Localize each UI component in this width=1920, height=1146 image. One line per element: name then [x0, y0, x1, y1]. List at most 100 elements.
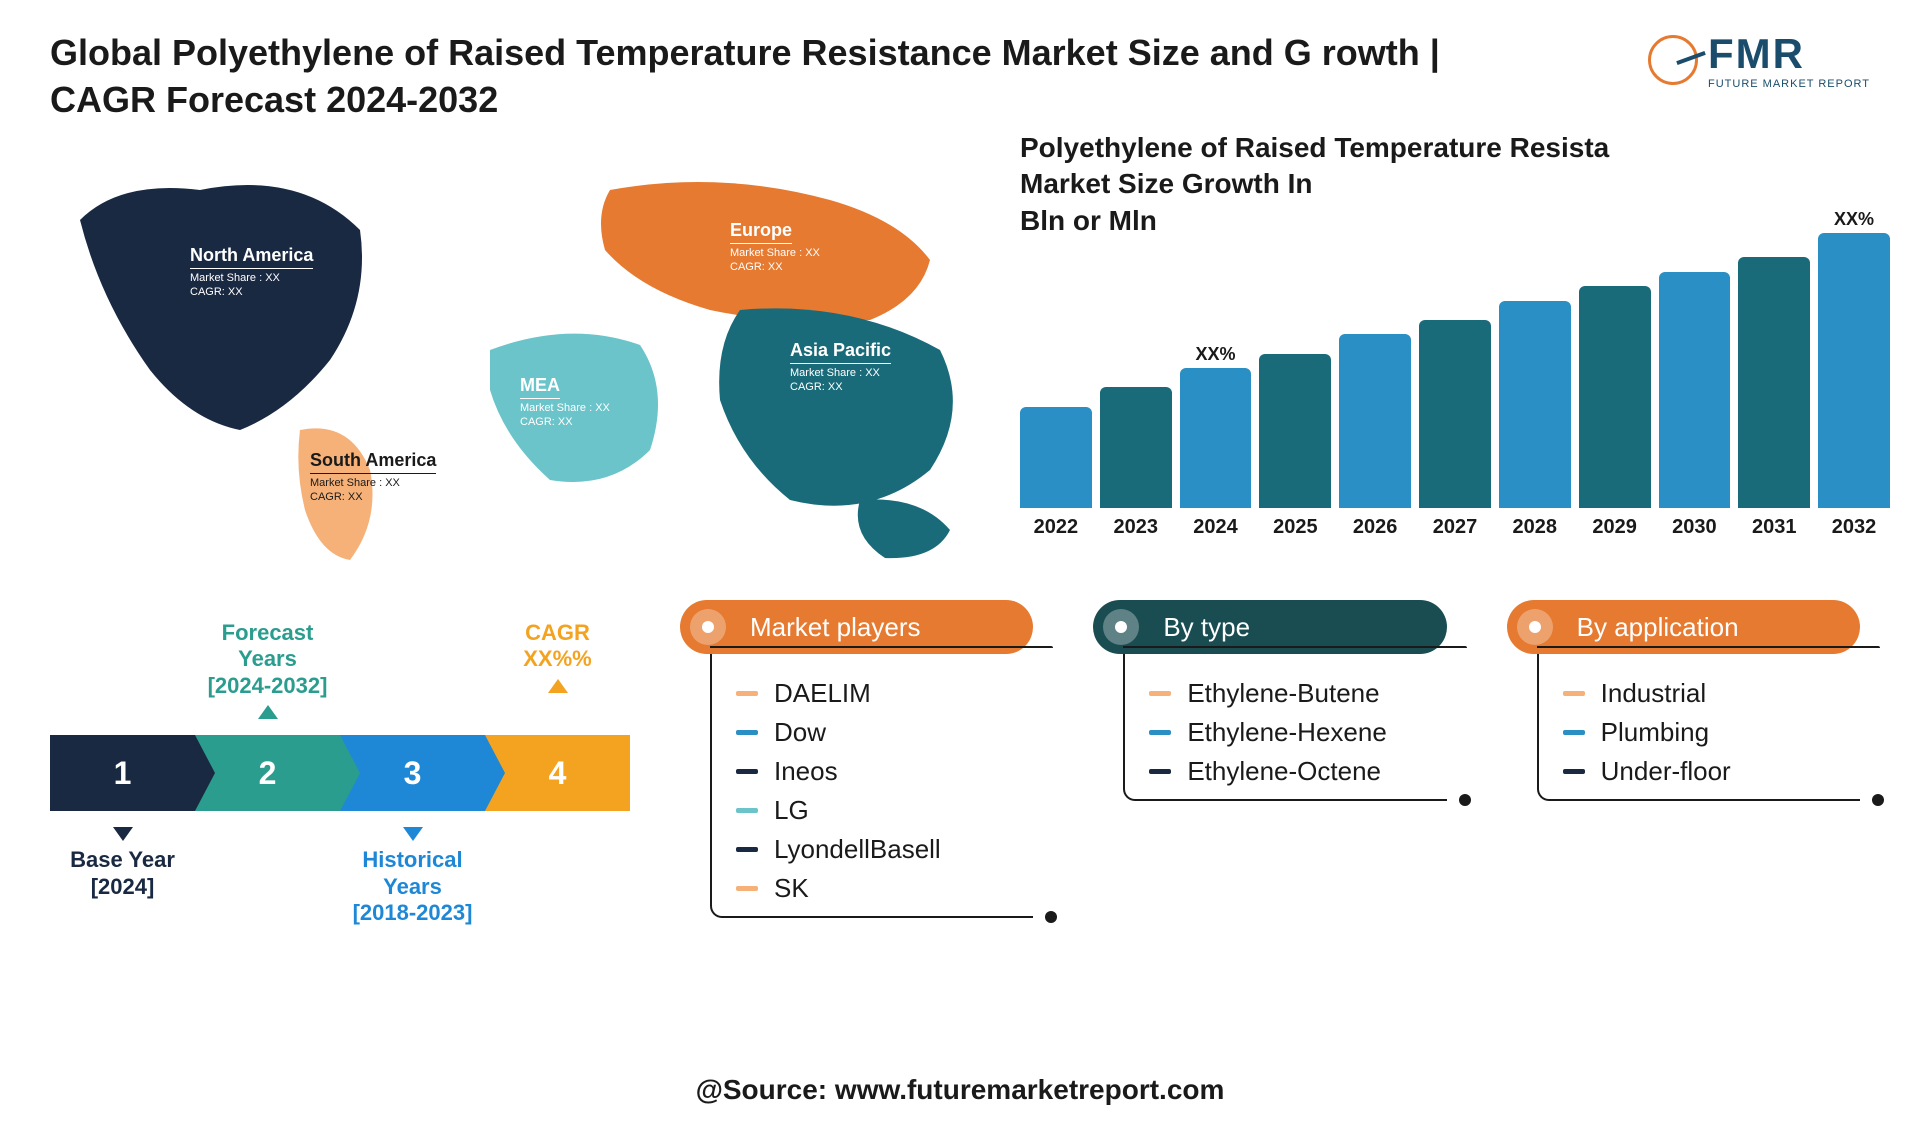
arrow-up-icon: [258, 705, 278, 719]
bar-wrap: 2025: [1259, 354, 1331, 539]
label-range: [2024-2032]: [208, 673, 328, 698]
list-item-label: SK: [774, 873, 809, 904]
region-cagr: CAGR: XX: [190, 285, 313, 299]
bar-wrap: 2026: [1339, 334, 1411, 539]
region-share: Market Share : XX: [730, 246, 820, 260]
logo-sub: FUTURE MARKET REPORT: [1708, 78, 1870, 90]
bar-year-label: 2022: [1034, 516, 1079, 539]
logo-main: FMR: [1708, 30, 1870, 78]
logo-text: FMR FUTURE MARKET REPORT: [1708, 30, 1870, 90]
logo: FMR FUTURE MARKET REPORT: [1648, 30, 1870, 90]
chart-title-line: Market Size Growth In: [1020, 168, 1313, 199]
bar-year-label: 2030: [1672, 516, 1717, 539]
list-item: LG: [736, 791, 1033, 830]
bar: [1020, 407, 1092, 508]
dash-icon: [1149, 691, 1171, 696]
region-north-america: North America Market Share : XX CAGR: XX: [190, 245, 313, 300]
historical-years-label: Historical Years [2018-2023]: [340, 821, 485, 926]
bar: [1579, 286, 1651, 508]
region-cagr: CAGR: XX: [790, 380, 891, 394]
list-item-label: Dow: [774, 717, 826, 748]
page-title: Global Polyethylene of Raised Temperatur…: [50, 30, 1450, 124]
category-title: By type: [1163, 612, 1250, 643]
bar-wrap: 2031: [1738, 257, 1810, 539]
timeline: Forecast Years [2024-2032] CAGR XX%% 1 2…: [50, 620, 630, 926]
bar-wrap: 2024XX%: [1180, 368, 1252, 539]
step-1: 1: [50, 735, 195, 811]
dash-icon: [1563, 730, 1585, 735]
arrow-down-icon: [403, 827, 423, 841]
arrow-down-icon: [113, 827, 133, 841]
dot-icon: [690, 609, 726, 645]
dash-icon: [1563, 691, 1585, 696]
list-item: Ethylene-Octene: [1149, 752, 1446, 791]
step-2: 2: [195, 735, 340, 811]
timeline-labels-bottom: Base Year [2024] Historical Years [2018-…: [50, 821, 630, 926]
dash-icon: [736, 730, 758, 735]
bar-wrap: 2027: [1419, 320, 1491, 539]
region-mea: MEA Market Share : XX CAGR: XX: [520, 375, 610, 430]
region-south-america: South America Market Share : XX CAGR: XX: [310, 450, 436, 505]
dash-icon: [1563, 769, 1585, 774]
list-item: Industrial: [1563, 674, 1860, 713]
region-name: Europe: [730, 220, 792, 244]
bars-container: 2022 2023 2024XX%2025 2026 2027 2028 2029 2030 2…: [1020, 259, 1890, 539]
list-item-label: Industrial: [1601, 678, 1707, 709]
list-item-label: LyondellBasell: [774, 834, 941, 865]
base-year-label: Base Year [2024]: [50, 821, 195, 926]
region-cagr: CAGR: XX: [310, 490, 436, 504]
bar-year-label: 2026: [1353, 516, 1398, 539]
bar-year-label: 2027: [1433, 516, 1478, 539]
region-name: MEA: [520, 375, 560, 399]
dash-icon: [736, 847, 758, 852]
bar-wrap: 2032XX%: [1818, 233, 1890, 539]
bar-year-label: 2028: [1513, 516, 1558, 539]
region-asia-pacific: Asia Pacific Market Share : XX CAGR: XX: [790, 340, 891, 395]
bar: [1818, 233, 1890, 508]
list-item-label: Ethylene-Butene: [1187, 678, 1379, 709]
region-name: South America: [310, 450, 436, 474]
bar-year-label: 2032: [1832, 516, 1877, 539]
dash-icon: [1149, 769, 1171, 774]
bar: [1738, 257, 1810, 508]
dot-icon: [1103, 609, 1139, 645]
label-text: Historical Years: [362, 847, 462, 898]
bar: [1499, 301, 1571, 509]
bar-wrap: 2023: [1100, 387, 1172, 539]
list-item: LyondellBasell: [736, 830, 1033, 869]
step-4: 4: [485, 735, 630, 811]
category-title: By application: [1577, 612, 1739, 643]
cagr-label: CAGR XX%%: [485, 620, 630, 725]
chart-title-line: Polyethylene of Raised Temperature Resis…: [1020, 132, 1609, 163]
list-item-label: Ineos: [774, 756, 838, 787]
bar: [1180, 368, 1252, 508]
dash-icon: [1149, 730, 1171, 735]
list-item: Plumbing: [1563, 713, 1860, 752]
bar-wrap: 2030: [1659, 272, 1731, 540]
bar: [1339, 334, 1411, 508]
telescope-icon: [1648, 35, 1698, 85]
dot-icon: [1517, 609, 1553, 645]
category: By type Ethylene-Butene Ethylene-Hexene Eth…: [1093, 600, 1446, 918]
dash-icon: [736, 691, 758, 696]
list-item: SK: [736, 869, 1033, 908]
chart-title: Polyethylene of Raised Temperature Resis…: [1020, 130, 1890, 239]
label-text: CAGR: [525, 620, 590, 645]
region-share: Market Share : XX: [520, 401, 610, 415]
list-item-label: Ethylene-Octene: [1187, 756, 1381, 787]
bar-wrap: 2029: [1579, 286, 1651, 539]
region-share: Market Share : XX: [790, 366, 891, 380]
step-3: 3: [340, 735, 485, 811]
list-item-label: Plumbing: [1601, 717, 1709, 748]
list-item-label: Ethylene-Hexene: [1187, 717, 1386, 748]
label-value: [2024]: [91, 874, 155, 899]
label-range: [2018-2023]: [353, 900, 473, 925]
list-item-label: Under-floor: [1601, 756, 1731, 787]
bar-year-label: 2029: [1592, 516, 1637, 539]
timeline-bar: 1 2 3 4: [50, 735, 630, 811]
label-value: XX%%: [523, 646, 591, 671]
chart-title-line: Bln or Mln: [1020, 205, 1157, 236]
bar-year-label: 2023: [1113, 516, 1158, 539]
bar-year-label: 2031: [1752, 516, 1797, 539]
dash-icon: [736, 808, 758, 813]
